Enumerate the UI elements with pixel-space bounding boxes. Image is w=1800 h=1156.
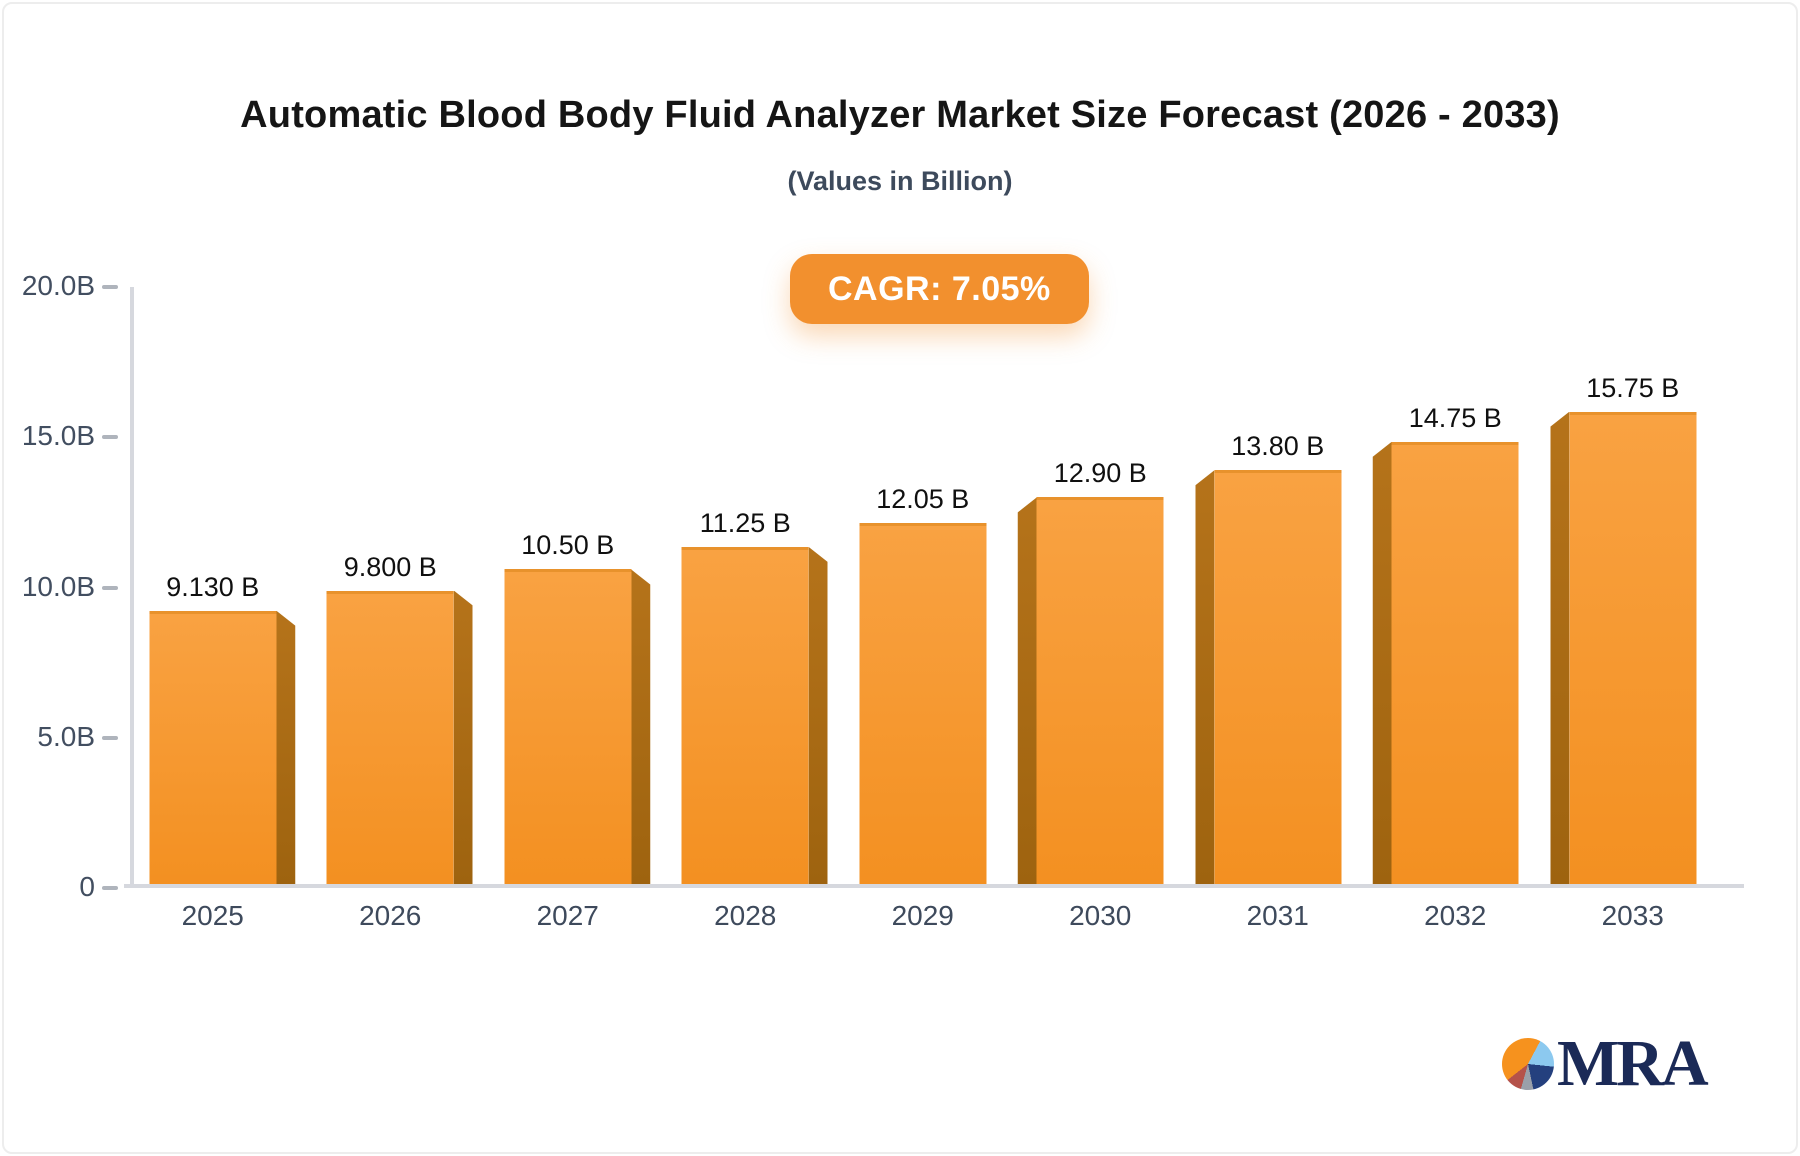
bar-side-face: [276, 610, 296, 884]
bar-slot-2031: 13.80 B 2031: [1189, 287, 1367, 931]
y-tick-mark: [102, 285, 118, 289]
chart-title: Automatic Blood Body Fluid Analyzer Mark…: [240, 94, 1560, 136]
bar-slot-2032: 14.75 B 2032: [1367, 287, 1545, 931]
y-tick-mark: [102, 585, 118, 590]
bar-2031[interactable]: 13.80 B: [1195, 431, 1342, 884]
x-tick-label-2028: 2028: [714, 900, 777, 931]
x-tick-label-2031: 2031: [1246, 900, 1309, 931]
bar-slot-2029: 12.05 B 2029: [834, 287, 1012, 931]
bar-2026[interactable]: 9.800 B: [326, 552, 473, 884]
bar-value-label: 14.75 B: [1408, 402, 1502, 433]
bar-2032[interactable]: 14.75 B: [1372, 403, 1519, 884]
cagr-badge: CAGR: 7.05%: [790, 254, 1089, 324]
bar-slot-2033: 15.75 B 2033: [1544, 287, 1722, 931]
x-tick-label-2030: 2030: [1069, 900, 1132, 931]
bar-value-label: 15.75 B: [1586, 372, 1680, 403]
bar-side-face: [631, 569, 651, 884]
bar-2030[interactable]: 12.90 B: [1017, 458, 1164, 884]
logo-text: MRA: [1557, 1027, 1709, 1100]
x-tick-label-2032: 2032: [1424, 900, 1487, 931]
bar-slot-2025: 9.130 B 2025: [124, 287, 302, 931]
bar-value-label: 12.90 B: [1053, 458, 1147, 489]
y-tick-label: 20.0B: [21, 270, 95, 301]
x-tick-label-2025: 2025: [181, 900, 244, 931]
y-tick-label: 15.0B: [21, 420, 95, 452]
y-tick-label: 5.0B: [37, 720, 95, 752]
bar-slot-2027: 10.50 B 2027: [479, 287, 657, 931]
bar-side-face: [453, 590, 473, 884]
bar-side-face: [1195, 470, 1215, 884]
y-tick-mark: [102, 886, 118, 890]
pie-chart-icon: [1502, 1038, 1554, 1090]
logo: MRA: [1502, 1027, 1709, 1100]
bar-side-face: [1372, 441, 1392, 884]
bar-value-label: 12.05 B: [876, 483, 970, 514]
bar-side-face: [808, 546, 828, 884]
bar-2025[interactable]: 9.130 B: [149, 572, 296, 884]
bar-side-face: [1017, 497, 1037, 884]
plot-area: 9.130 B 2025 9.800 B 2026 10.50 B 2027 11.25 B…: [124, 287, 1744, 931]
y-tick-mark: [102, 735, 118, 740]
x-axis-line: [124, 884, 1744, 888]
bar-slot-2026: 9.800 B 2026: [302, 287, 480, 931]
x-tick-label-2029: 2029: [891, 900, 954, 931]
x-tick-label-2033: 2033: [1601, 900, 1664, 931]
y-tick-mark: [102, 435, 118, 440]
y-tick-label: 10.0B: [21, 570, 95, 602]
bar-slot-2028: 11.25 B 2028: [657, 287, 835, 931]
bar-value-label: 13.80 B: [1231, 431, 1325, 462]
bar-slot-2030: 12.90 B 2030: [1012, 287, 1190, 931]
bar-2028[interactable]: 11.25 B: [681, 508, 828, 884]
bar-value-label: 9.130 B: [166, 571, 260, 602]
y-axis-line: [130, 287, 134, 888]
bar-side-face: [1550, 411, 1570, 884]
bar-2033[interactable]: 15.75 B: [1550, 373, 1697, 884]
bar-value-label: 10.50 B: [521, 530, 615, 561]
bar-2027[interactable]: 10.50 B: [504, 530, 651, 884]
y-tick-label: 0: [79, 871, 95, 902]
x-tick-label-2026: 2026: [359, 900, 422, 931]
bar-value-label: 11.25 B: [699, 507, 791, 538]
bar-value-label: 9.800 B: [343, 551, 437, 582]
bar-2029[interactable]: 12.05 B: [859, 484, 987, 884]
x-tick-label-2027: 2027: [536, 900, 599, 931]
chart-subtitle: (Values in Billion): [787, 166, 1013, 196]
